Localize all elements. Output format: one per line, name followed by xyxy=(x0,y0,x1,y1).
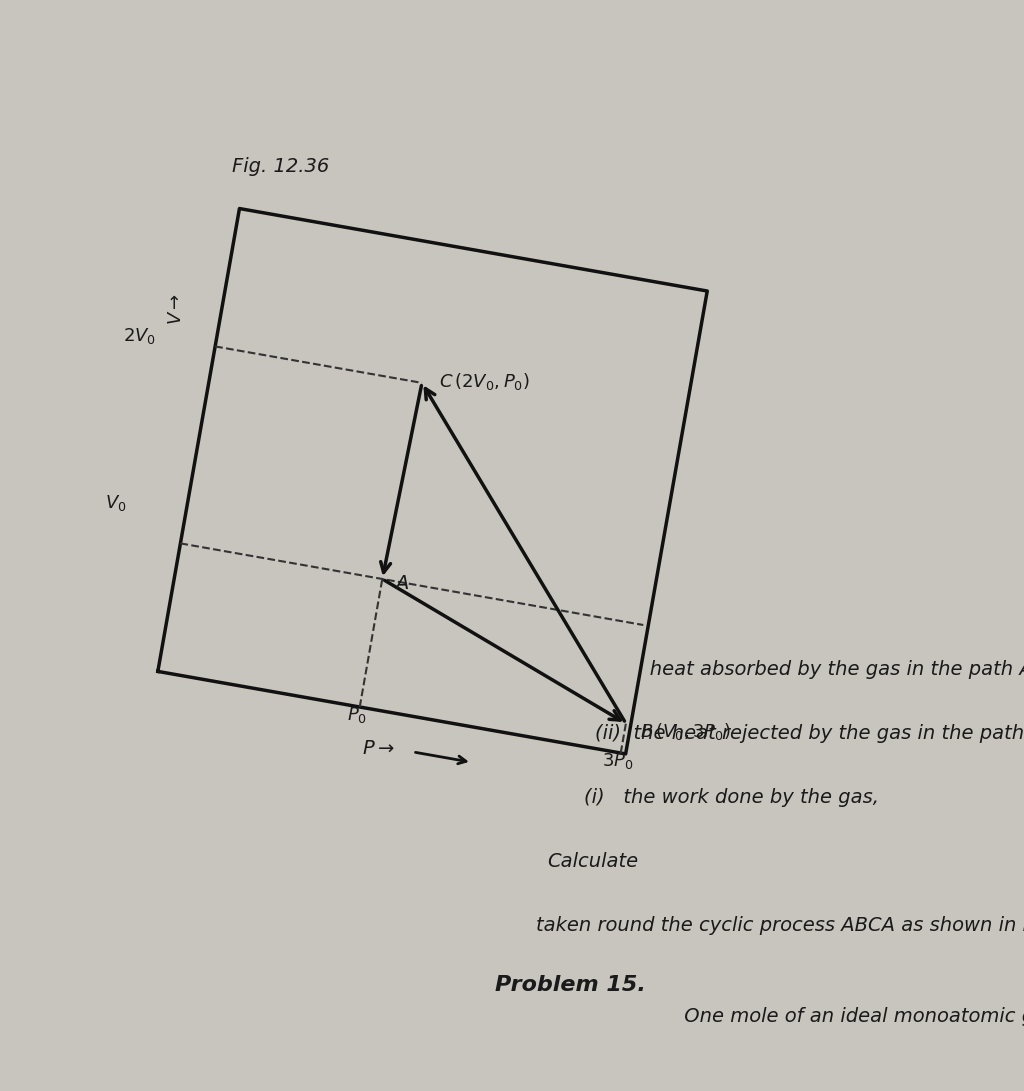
Text: $B\,(V_0, 3P_0)$: $B\,(V_0, 3P_0)$ xyxy=(640,720,730,742)
Text: (i)   the work done by the gas,: (i) the work done by the gas, xyxy=(559,788,879,806)
Text: Calculate: Calculate xyxy=(548,852,639,871)
Text: $V \rightarrow$: $V \rightarrow$ xyxy=(167,293,185,325)
Text: $P_0$: $P_0$ xyxy=(346,705,367,724)
Text: (ii)  the heat rejected by the gas in the path CA and the: (ii) the heat rejected by the gas in the… xyxy=(570,723,1024,743)
Text: Problem 15.: Problem 15. xyxy=(496,974,646,995)
Text: One mole of an ideal monoatomic gas is: One mole of an ideal monoatomic gas is xyxy=(678,1007,1024,1026)
Text: Fig. 12.36: Fig. 12.36 xyxy=(231,157,329,176)
Text: $2V_0$: $2V_0$ xyxy=(123,326,156,346)
Text: $C\,(2V_0, P_0)$: $C\,(2V_0, P_0)$ xyxy=(439,371,530,392)
Text: $P \rightarrow$: $P \rightarrow$ xyxy=(362,740,395,758)
Text: heat absorbed by the gas in the path AB,: heat absorbed by the gas in the path AB, xyxy=(582,660,1024,679)
Text: $V_0$: $V_0$ xyxy=(105,493,127,514)
Text: $3P_0$: $3P_0$ xyxy=(602,751,633,770)
Text: taken round the cyclic process ABCA as shown in Fig. 12.36.: taken round the cyclic process ABCA as s… xyxy=(537,915,1024,935)
Text: A: A xyxy=(395,574,409,594)
